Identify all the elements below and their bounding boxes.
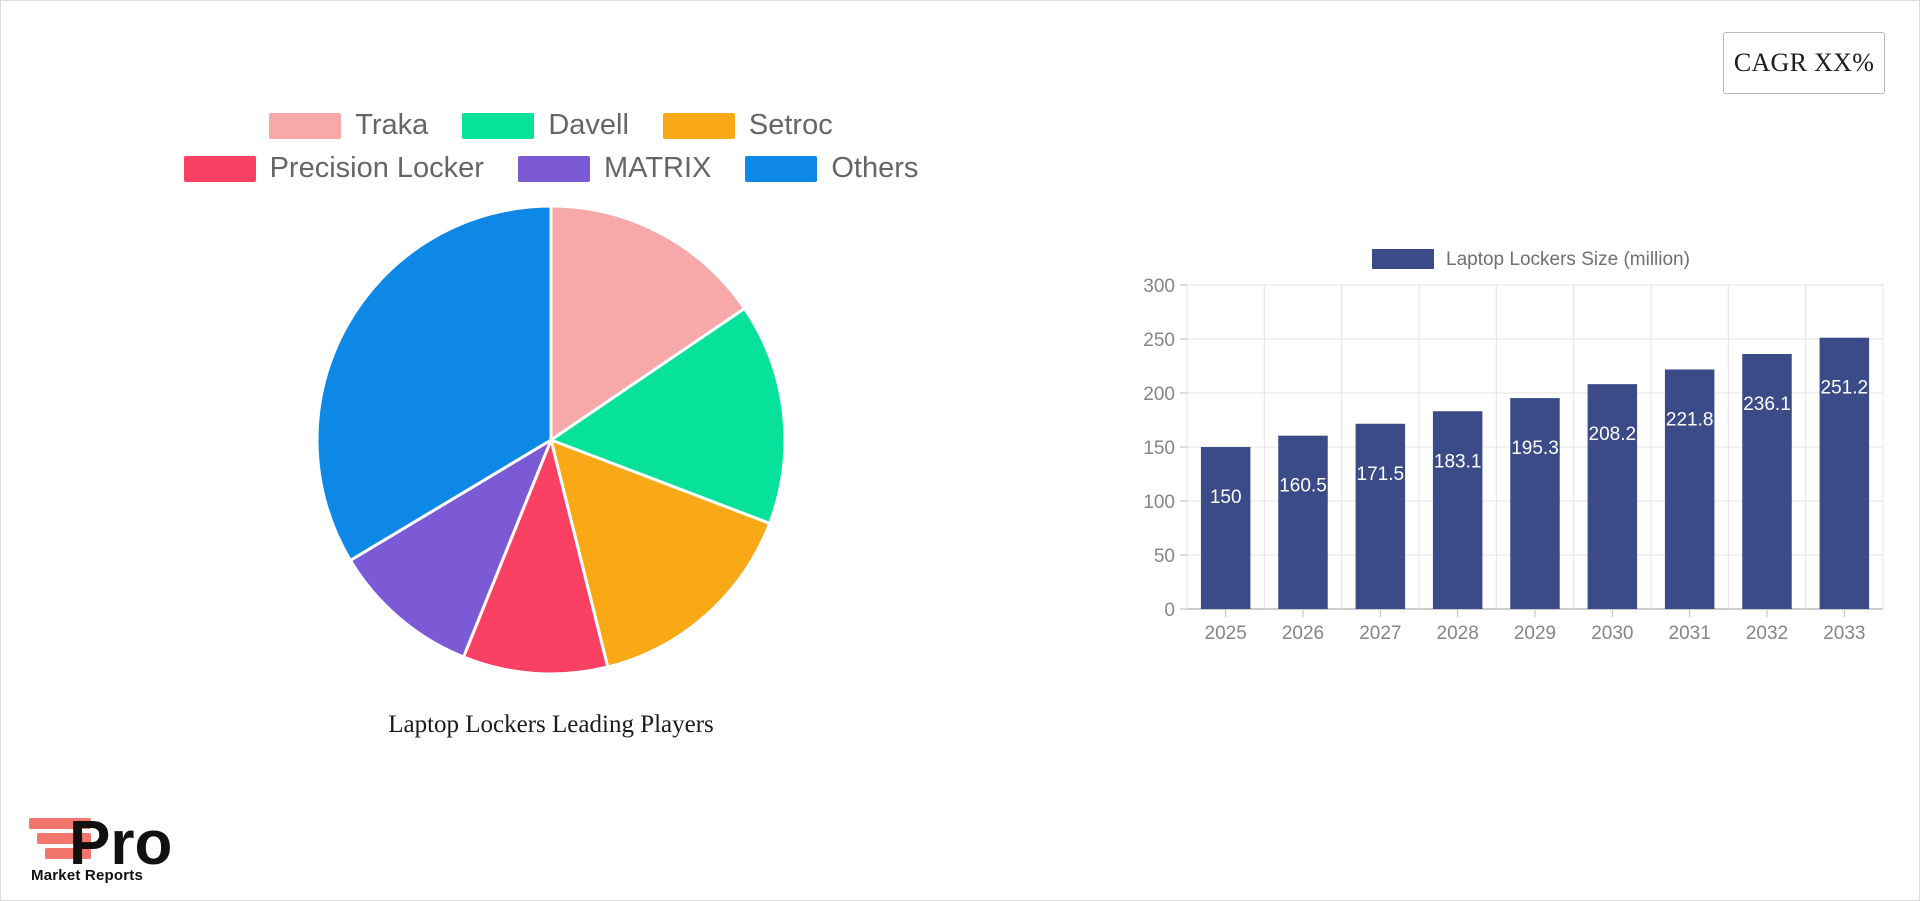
y-axis-tick-label: 250	[1143, 330, 1175, 351]
x-axis-tick-label: 2028	[1437, 623, 1479, 644]
y-axis-tick-label: 150	[1143, 438, 1175, 459]
pie-legend-swatch	[745, 155, 818, 182]
bar-legend-swatch	[1372, 249, 1435, 269]
pie-legend-label: Precision Locker	[269, 152, 484, 184]
bar[interactable]	[1587, 384, 1638, 609]
bar[interactable]	[1355, 423, 1406, 609]
bar[interactable]	[1819, 337, 1870, 609]
bar[interactable]	[1200, 447, 1251, 609]
bar-value-label: 251.2	[1821, 378, 1869, 399]
pie-legend-label: Traka	[355, 109, 429, 141]
x-axis-tick-label: 2033	[1823, 623, 1865, 644]
pie-slice[interactable]	[549, 306, 787, 525]
bar-chart-svg: 0 50 100 150 200 250 300 150 160.5 171.5 183.1 195…	[1143, 277, 1884, 644]
pie-slice[interactable]	[549, 438, 772, 669]
logo-subtitle: Market Reports	[31, 867, 143, 884]
y-axis-tick-label: 50	[1154, 546, 1175, 567]
bar[interactable]	[1278, 435, 1328, 609]
pie-slice[interactable]	[315, 205, 553, 562]
y-axis-tick-label: 300	[1143, 277, 1175, 297]
pie-legend: Traka Davell Setroc Precision Locker MATRIX O…	[86, 111, 1016, 183]
pie-legend-item[interactable]: Davell	[462, 111, 629, 140]
pie-chart-title: Laptop Lockers Leading Players	[388, 711, 714, 738]
pie-slice[interactable]	[348, 438, 553, 659]
bar-value-label: 221.8	[1666, 409, 1714, 430]
pie-slice[interactable]	[461, 438, 610, 675]
pie-legend-swatch	[269, 112, 342, 139]
bar-value-label: 208.2	[1589, 424, 1637, 445]
y-axis-tick-label: 100	[1143, 492, 1175, 513]
cagr-badge: CAGR XX%	[1723, 32, 1885, 94]
pie-legend-item[interactable]: Precision Locker	[183, 152, 484, 184]
pie-chart-figure	[271, 205, 831, 705]
pie-legend-label: MATRIX	[603, 152, 712, 184]
y-axis-tick-label: 200	[1143, 384, 1175, 405]
x-axis-tick-label: 2030	[1591, 623, 1633, 644]
pie-legend-swatch	[183, 155, 256, 182]
pie-legend-item[interactable]: Others	[745, 154, 918, 183]
bar-value-label: 150	[1210, 487, 1242, 508]
x-axis-tick-label: 2031	[1669, 623, 1711, 644]
x-axis-tick-label: 2027	[1359, 623, 1401, 644]
svg-text:Pro: Pro	[69, 809, 172, 878]
pie-legend-swatch	[662, 112, 735, 139]
x-axis-tick-label: 2026	[1282, 623, 1324, 644]
bar-value-label: 160.5	[1279, 476, 1327, 497]
pie-slice[interactable]	[549, 205, 747, 442]
bar-x-axis-ticks: 2025 2026 2027 2028 2029 2030 2031 2032 2033	[1205, 609, 1865, 644]
pie-legend-item[interactable]: Traka	[269, 111, 428, 140]
pie-chart-panel: Traka Davell Setroc Precision Locker MATRIX O…	[61, 111, 1041, 821]
bar-value-label: 171.5	[1357, 464, 1405, 485]
pie-legend-label: Others	[831, 152, 919, 184]
bar[interactable]	[1664, 369, 1715, 609]
pie-legend-swatch	[462, 112, 535, 139]
pie-legend-swatch	[517, 155, 590, 182]
pie-legend-item[interactable]: MATRIX	[517, 152, 712, 184]
logo-mark: Pro	[29, 809, 172, 878]
bar-series: 150 160.5 171.5 183.1 195.3 208.2 221.8 236.1 25…	[1200, 337, 1870, 609]
bar[interactable]	[1510, 398, 1560, 609]
bar-value-label: 236.1	[1743, 394, 1791, 415]
bar-value-label: 195.3	[1511, 438, 1559, 459]
cagr-badge-label: CAGR XX%	[1733, 48, 1875, 77]
bar-y-axis-ticks: 0 50 100 150 200 250 300	[1143, 277, 1187, 621]
pie-legend-item[interactable]: Setroc	[662, 109, 833, 141]
bar[interactable]	[1432, 411, 1483, 609]
y-axis-tick-label: 0	[1164, 600, 1175, 621]
x-axis-tick-label: 2025	[1205, 623, 1247, 644]
bar-value-label: 183.1	[1434, 451, 1482, 472]
bar[interactable]	[1742, 354, 1792, 609]
x-axis-tick-label: 2032	[1746, 623, 1788, 644]
pie-chart-svg	[315, 205, 787, 675]
pie-legend-label: Setroc	[748, 109, 833, 141]
promarketreports-logo: Pro	[23, 806, 183, 886]
bar-legend: Laptop Lockers Size (million)	[1171, 241, 1891, 277]
bar-chart-panel: Laptop Lockers Size (million) 0 50 100 150 2…	[1131, 241, 1891, 661]
bar-legend-label: Laptop Lockers Size (million)	[1446, 248, 1690, 270]
pie-legend-label: Davell	[548, 109, 629, 141]
x-axis-tick-label: 2029	[1514, 623, 1556, 644]
